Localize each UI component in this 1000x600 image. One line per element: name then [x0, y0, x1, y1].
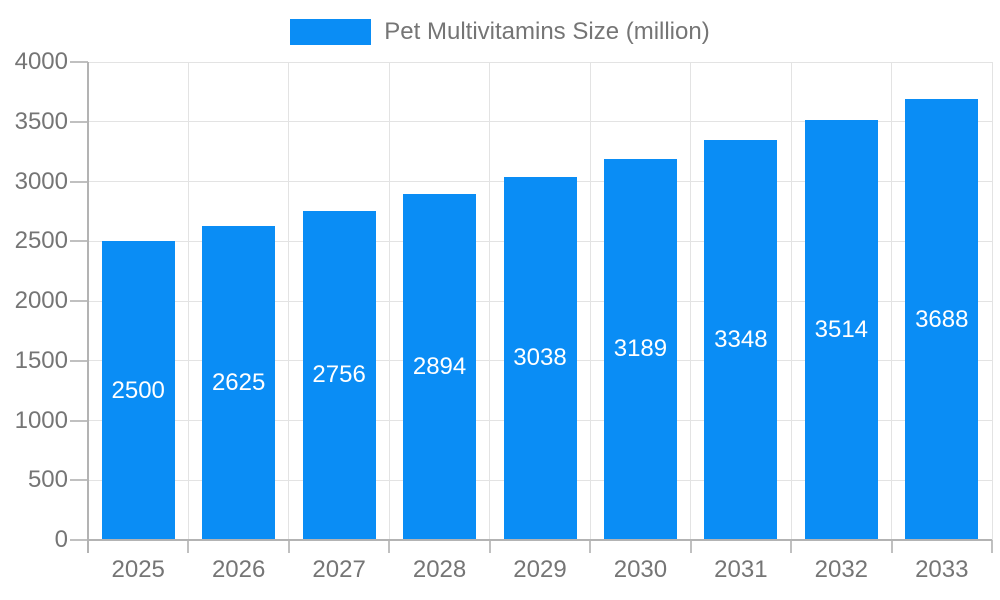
y-axis-tick-label: 0 — [54, 526, 68, 553]
x-axis-tick-label: 2033 — [915, 556, 969, 583]
legend-swatch — [290, 19, 372, 45]
bar-value-label: 3688 — [915, 305, 969, 333]
bar-value-label: 3514 — [814, 316, 869, 344]
bar-value-label: 3348 — [714, 325, 768, 353]
x-gridline — [489, 62, 491, 540]
y-axis-tick — [70, 359, 88, 362]
y-axis-tick — [70, 539, 88, 541]
x-axis-tick-label: 2030 — [613, 556, 668, 583]
bar[interactable] — [302, 210, 376, 539]
bar-value-label: 2756 — [312, 361, 366, 389]
y-axis-tick-label: 500 — [27, 466, 68, 494]
x-axis-tick — [790, 540, 793, 553]
legend-item[interactable]: Pet Multivitamins Size (million) — [0, 19, 1000, 45]
bar-value-label: 2500 — [111, 376, 165, 404]
bar-value-label: 3189 — [613, 335, 668, 363]
bar-value-label: 2894 — [412, 353, 467, 381]
x-axis-tick-label: 2025 — [111, 556, 165, 583]
x-gridline — [991, 62, 993, 540]
y-axis-tick — [70, 240, 88, 243]
y-axis-tick-label: 3000 — [14, 167, 68, 195]
x-axis-tick — [890, 540, 893, 553]
y-gridline — [88, 61, 992, 63]
y-axis-tick-label: 1500 — [14, 346, 68, 374]
y-axis-tick — [70, 419, 88, 422]
y-axis-tick — [70, 61, 88, 63]
y-axis-tick — [70, 180, 88, 183]
x-gridline — [288, 62, 290, 540]
y-gridline — [88, 121, 992, 123]
x-axis-tick-label: 2029 — [513, 556, 567, 583]
bar-value-label: 3038 — [513, 344, 567, 372]
y-axis-tick — [70, 120, 88, 123]
x-gridline — [589, 62, 591, 540]
y-axis-tick-label: 3500 — [14, 107, 68, 135]
y-axis-tick — [70, 300, 88, 302]
x-axis-tick-label: 2028 — [412, 556, 467, 583]
legend-label: Pet Multivitamins Size (million) — [384, 18, 710, 45]
bar[interactable] — [905, 99, 979, 539]
bar[interactable] — [804, 120, 878, 539]
x-axis-tick — [689, 540, 692, 553]
x-axis-tick — [488, 540, 491, 553]
bar[interactable] — [202, 226, 276, 539]
x-gridline — [690, 62, 692, 540]
x-gridline — [790, 62, 792, 540]
x-axis-tick-label: 2027 — [312, 556, 366, 583]
x-axis-tick — [287, 540, 290, 553]
x-axis-tick — [991, 540, 993, 553]
x-axis-tick-label: 2026 — [211, 556, 266, 583]
x-axis-tick-label: 2032 — [814, 556, 869, 583]
bar[interactable] — [704, 139, 778, 539]
y-axis-tick-label: 2000 — [14, 287, 68, 314]
bar[interactable] — [403, 194, 477, 539]
y-axis-tick-label: 4000 — [14, 48, 68, 75]
y-axis-tick-label: 2500 — [14, 227, 68, 255]
bar[interactable] — [101, 241, 175, 539]
x-gridline — [891, 62, 893, 540]
x-axis-line — [88, 539, 992, 541]
x-axis-tick — [589, 540, 592, 553]
y-axis-line — [87, 62, 89, 553]
x-gridline — [187, 62, 189, 540]
bar[interactable] — [503, 176, 577, 539]
x-gridline — [388, 62, 390, 540]
bar[interactable] — [603, 158, 677, 539]
x-axis-tick — [187, 540, 190, 553]
y-axis-tick — [70, 479, 88, 482]
y-axis-tick-label: 1000 — [14, 406, 68, 434]
x-axis-tick-label: 2031 — [714, 556, 768, 583]
x-axis-tick — [388, 540, 391, 553]
bar-value-label: 2625 — [211, 369, 266, 397]
